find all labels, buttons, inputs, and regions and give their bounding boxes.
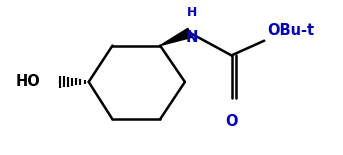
Text: O: O: [225, 114, 238, 129]
Text: OBu-t: OBu-t: [267, 23, 314, 38]
Text: H: H: [187, 6, 197, 19]
Text: HO: HO: [15, 74, 40, 89]
Polygon shape: [160, 28, 192, 46]
Text: N: N: [186, 30, 198, 45]
